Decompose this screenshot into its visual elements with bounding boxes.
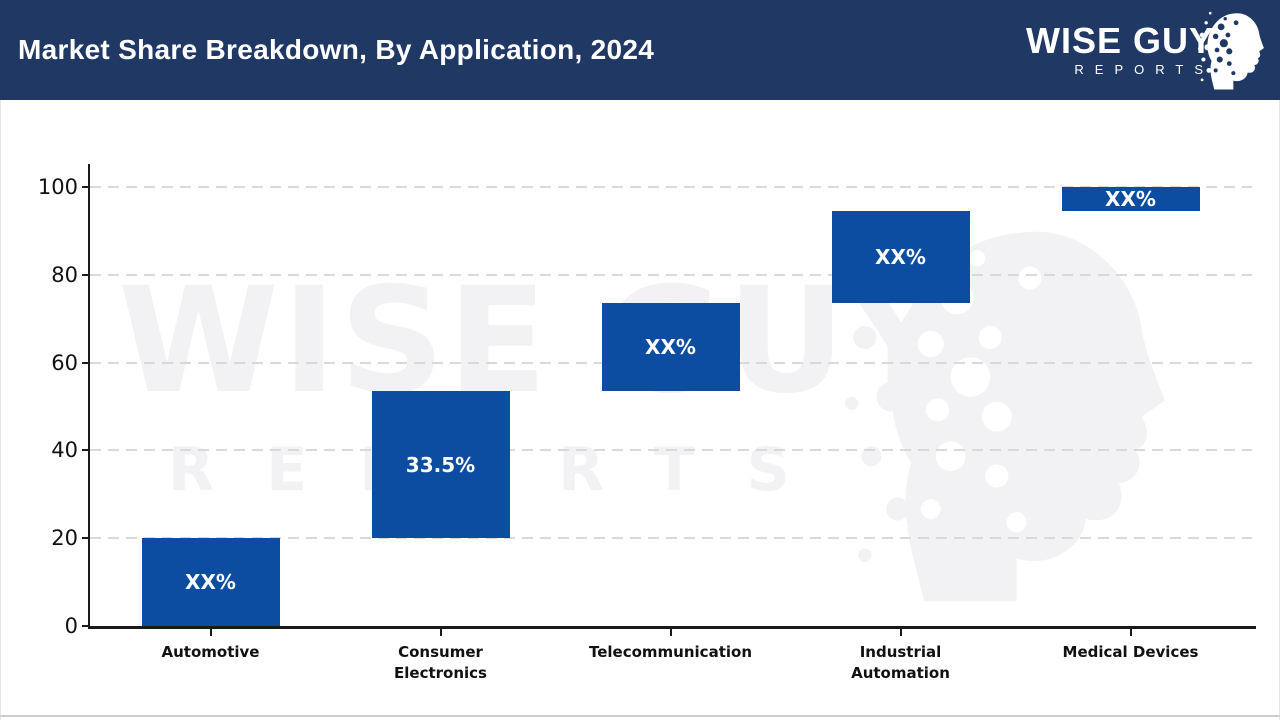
- bar-value-label: 33.5%: [405, 452, 476, 477]
- y-axis-line: [88, 164, 90, 629]
- x-axis-label-2: Telecommunication: [589, 643, 752, 661]
- y-tick-label-100: 100: [37, 175, 78, 199]
- bar-value-label: XX%: [645, 335, 696, 360]
- header-bar: Market Share Breakdown, By Application, …: [0, 0, 1280, 100]
- y-tick-label-80: 80: [51, 262, 78, 287]
- y-tick-label-20: 20: [51, 526, 78, 551]
- brand-subname: REPORTS: [1074, 62, 1214, 77]
- y-tick-40: [82, 449, 90, 452]
- x-axis-label-3: Industrial Automation: [851, 643, 950, 682]
- bar-telecommunication: XX%: [601, 303, 740, 392]
- gridline-40: [90, 449, 1252, 452]
- bottom-rule: [0, 715, 1280, 717]
- bar-value-label: XX%: [875, 245, 926, 270]
- x-tick-0: [209, 629, 212, 636]
- x-tick-2: [669, 629, 672, 636]
- y-tick-label-40: 40: [51, 438, 78, 463]
- gridline-100: [90, 186, 1252, 188]
- brand-name: WISE GUY: [1025, 20, 1214, 61]
- gridline-20: [90, 537, 1252, 540]
- y-tick-60: [82, 361, 90, 364]
- y-tick-0: [82, 625, 90, 627]
- y-tick-20: [82, 537, 90, 540]
- y-tick-100: [82, 186, 90, 188]
- watermark-face-icon: [845, 225, 1166, 602]
- wiseguy-face-icon: [1198, 11, 1264, 90]
- x-axis-line: [88, 626, 1256, 629]
- bar-consumer-electronics: 33.5%: [371, 391, 510, 539]
- bar-industrial-automation: XX%: [831, 211, 970, 304]
- watermark-text: WISE GUY: [118, 256, 958, 426]
- y-tick-label-60: 60: [51, 350, 78, 375]
- x-tick-1: [439, 629, 442, 636]
- bar-value-label: XX%: [185, 570, 236, 595]
- bar-automotive: XX%: [141, 538, 280, 626]
- x-tick-4: [1129, 629, 1132, 636]
- y-tick-label-0: 0: [64, 614, 78, 638]
- x-axis-label-4: Medical Devices: [1062, 643, 1199, 661]
- x-axis-label-1: Consumer Electronics: [394, 643, 487, 682]
- x-axis-label-0: Automotive: [161, 643, 260, 661]
- brand-logo-text: WISE GUY REPORTS: [1025, 20, 1214, 78]
- chart-title: Market Share Breakdown, By Application, …: [18, 34, 655, 65]
- x-tick-3: [899, 629, 902, 636]
- brand-logo: WISE GUY REPORTS: [1026, 9, 1266, 91]
- bar-value-label: XX%: [1105, 187, 1156, 212]
- gridline-80: [90, 273, 1252, 276]
- y-tick-80: [82, 273, 90, 276]
- bar-medical-devices: XX%: [1061, 187, 1200, 212]
